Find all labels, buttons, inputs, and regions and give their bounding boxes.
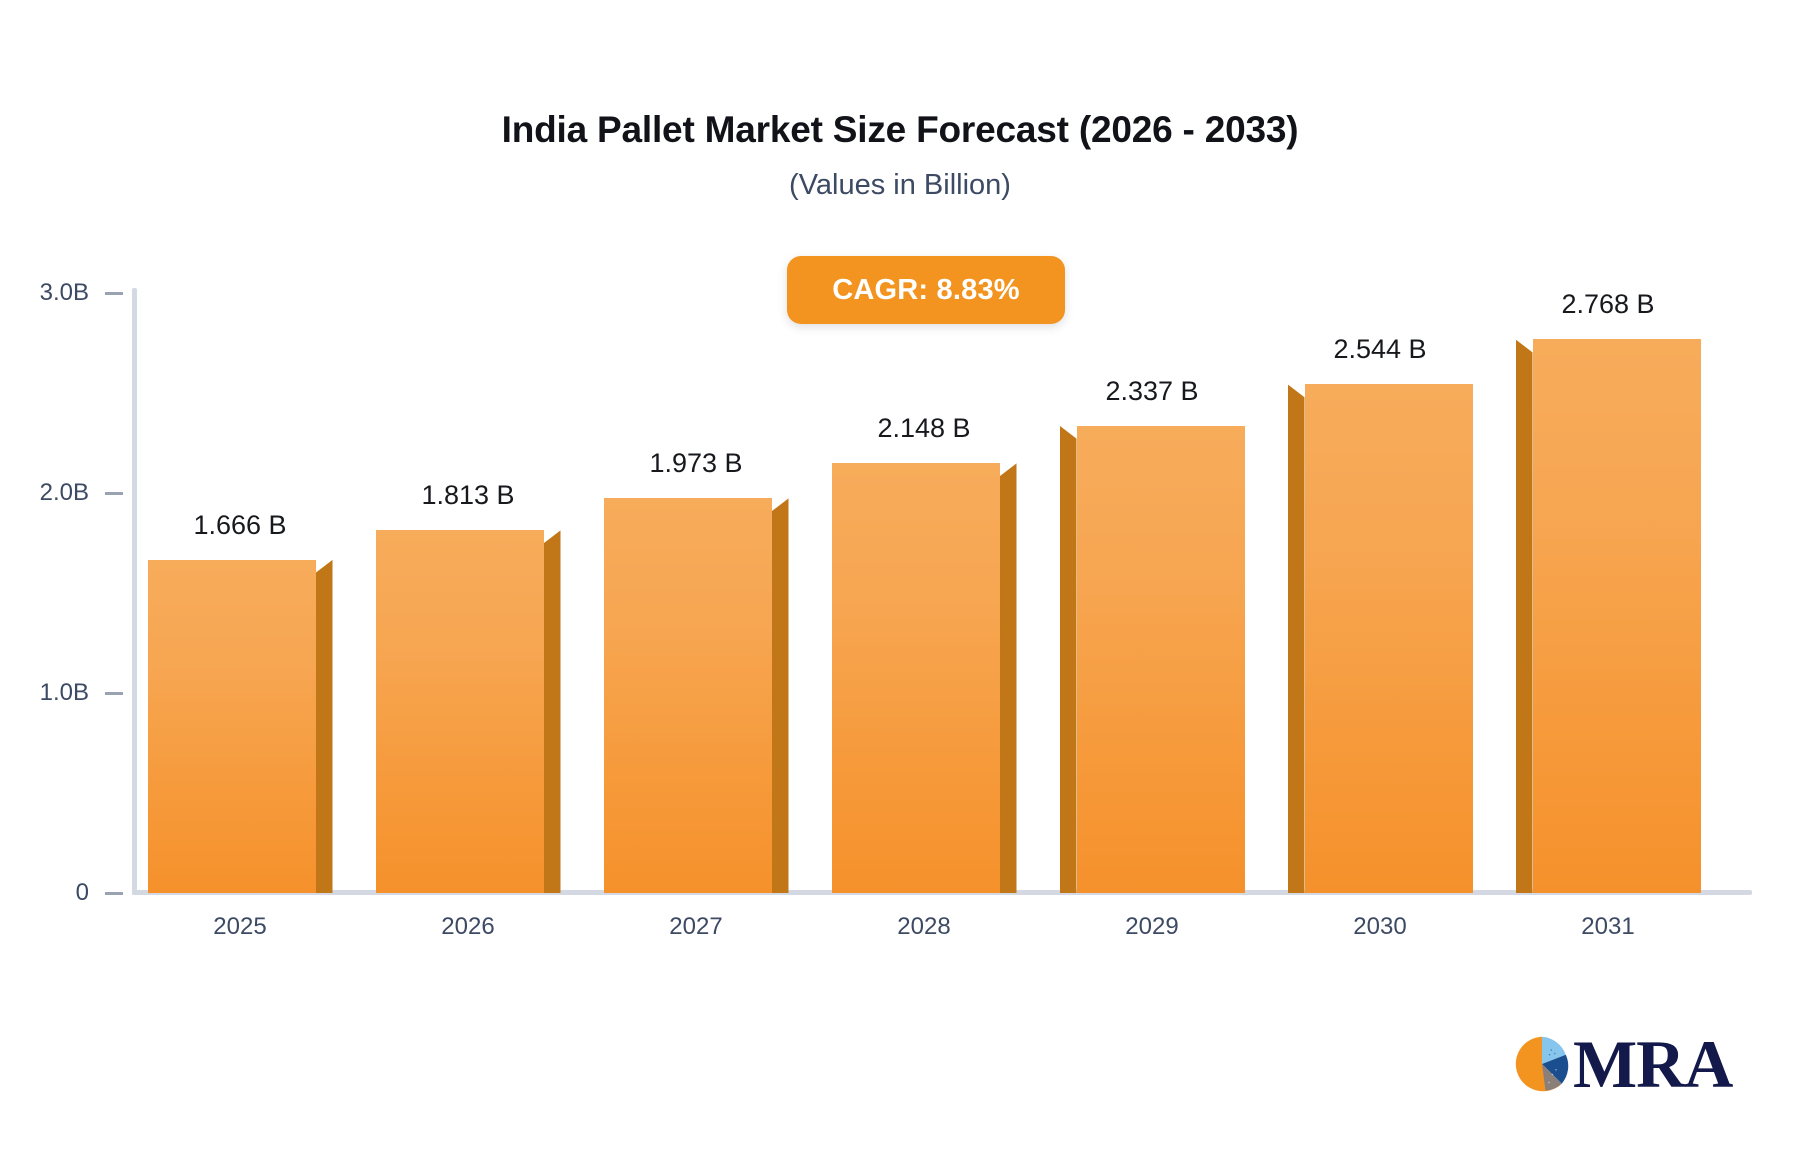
bar-2027[interactable] bbox=[603, 498, 772, 893]
x-axis-label-2026: 2026 bbox=[441, 913, 495, 940]
logo-wordmark: MRA bbox=[1573, 1026, 1733, 1102]
brand-logo: MRA bbox=[1513, 1026, 1733, 1102]
y-axis-tick-mark bbox=[105, 491, 123, 495]
bar-side-face bbox=[771, 498, 789, 893]
bar-2029[interactable] bbox=[1076, 425, 1245, 893]
bar-side-face bbox=[1059, 425, 1077, 893]
bar-value-label: 2.768 B bbox=[1561, 289, 1655, 320]
x-axis-label-2025: 2025 bbox=[213, 913, 267, 940]
bar-value-label: 1.666 B bbox=[193, 509, 287, 540]
pie-chart-icon bbox=[1515, 1036, 1569, 1092]
x-axis-label-2030: 2030 bbox=[1353, 913, 1407, 940]
x-axis-label-2028: 2028 bbox=[897, 913, 951, 940]
bar-side-face bbox=[999, 463, 1017, 893]
bar-value-label: 2.148 B bbox=[877, 413, 971, 444]
bar-2028[interactable] bbox=[831, 463, 1000, 893]
x-axis-label-2031: 2031 bbox=[1581, 913, 1635, 940]
bar-2026[interactable] bbox=[375, 530, 544, 893]
bar-side-face bbox=[543, 530, 561, 893]
y-axis-tick-label: 1.0B bbox=[39, 679, 89, 706]
cagr-badge-label: CAGR: 8.83% bbox=[832, 273, 1020, 306]
bar-value-label: 1.813 B bbox=[421, 480, 515, 511]
bar-side-face bbox=[1287, 384, 1305, 893]
bar-value-label: 2.544 B bbox=[1333, 334, 1427, 365]
bar-2031[interactable] bbox=[1532, 339, 1701, 893]
y-axis-tick-label: 0 bbox=[75, 879, 89, 906]
chart-header: India Pallet Market Size Forecast (2026 … bbox=[0, 108, 1800, 203]
bar-2025[interactable] bbox=[147, 559, 316, 893]
cagr-badge: CAGR: 8.83% bbox=[787, 256, 1065, 324]
x-axis-label-2027: 2027 bbox=[669, 913, 723, 940]
bar-value-label: 2.337 B bbox=[1105, 375, 1199, 406]
bar-side-face bbox=[1515, 339, 1533, 893]
y-axis-line bbox=[132, 288, 137, 895]
y-axis-tick-mark bbox=[105, 691, 123, 695]
y-axis-tick-label: 3.0B bbox=[39, 279, 89, 306]
y-axis-tick-mark bbox=[105, 291, 123, 295]
y-axis-tick-mark bbox=[105, 891, 123, 895]
bar-value-label: 1.973 B bbox=[649, 448, 743, 479]
x-axis-label-2029: 2029 bbox=[1125, 913, 1179, 940]
bar-2030[interactable] bbox=[1304, 384, 1473, 893]
bar-side-face bbox=[315, 559, 333, 893]
page-title: India Pallet Market Size Forecast (2026 … bbox=[501, 109, 1299, 150]
y-axis-tick-label: 2.0B bbox=[39, 479, 89, 506]
chart-subtitle: (Values in Billion) bbox=[789, 169, 1011, 202]
